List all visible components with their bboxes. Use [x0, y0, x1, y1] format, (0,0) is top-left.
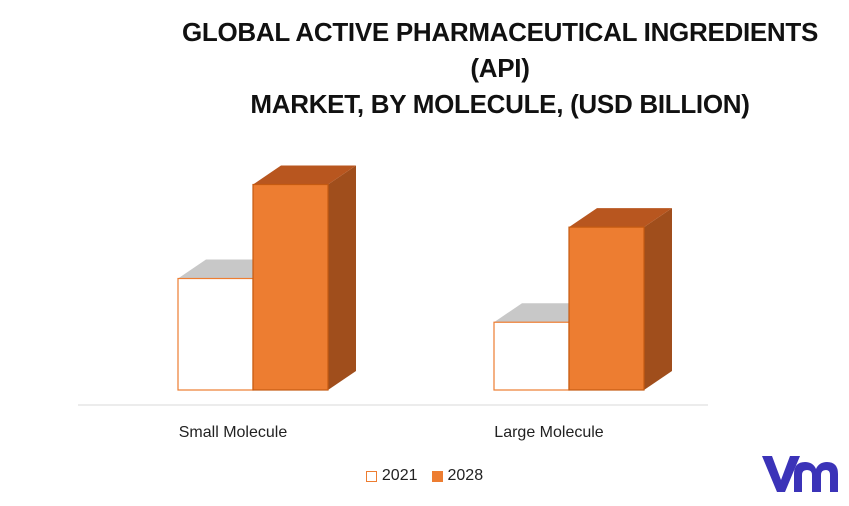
chart-title-line-1: GLOBAL ACTIVE PHARMACEUTICAL INGREDIENTS…: [181, 17, 819, 83]
bar-top-small-molecule-2028: [253, 165, 356, 185]
bar-large-molecule-2028: [568, 226, 645, 391]
bar-large-molecule-2021: [493, 321, 570, 391]
bar-small-molecule-2021: [177, 277, 254, 391]
chart-title-line-2: MARKET, BY MOLECULE, (USD BILLION): [250, 89, 750, 119]
legend-item-2028: 2028: [431, 467, 484, 485]
chart-title: GLOBAL ACTIVE PHARMACEUTICAL INGREDIENTS…: [150, 14, 849, 122]
legend-swatch-2028: [431, 470, 443, 482]
legend: 2021 2028: [0, 467, 849, 485]
vmr-logo-icon: [762, 456, 838, 492]
legend-swatch-2021: [365, 470, 377, 482]
x-tick-label: Small Molecule: [179, 424, 288, 441]
legend-item-2021: 2021: [365, 467, 418, 485]
legend-label-2021: 2021: [381, 467, 418, 484]
legend-label-2028: 2028: [447, 467, 484, 484]
bar-top-large-molecule-2028: [569, 208, 672, 228]
bar-side-small-molecule-2028: [328, 165, 356, 390]
x-tick-label: Large Molecule: [494, 424, 604, 441]
bar-small-molecule-2028: [252, 183, 329, 391]
bar-side-large-molecule-2028: [644, 208, 672, 390]
